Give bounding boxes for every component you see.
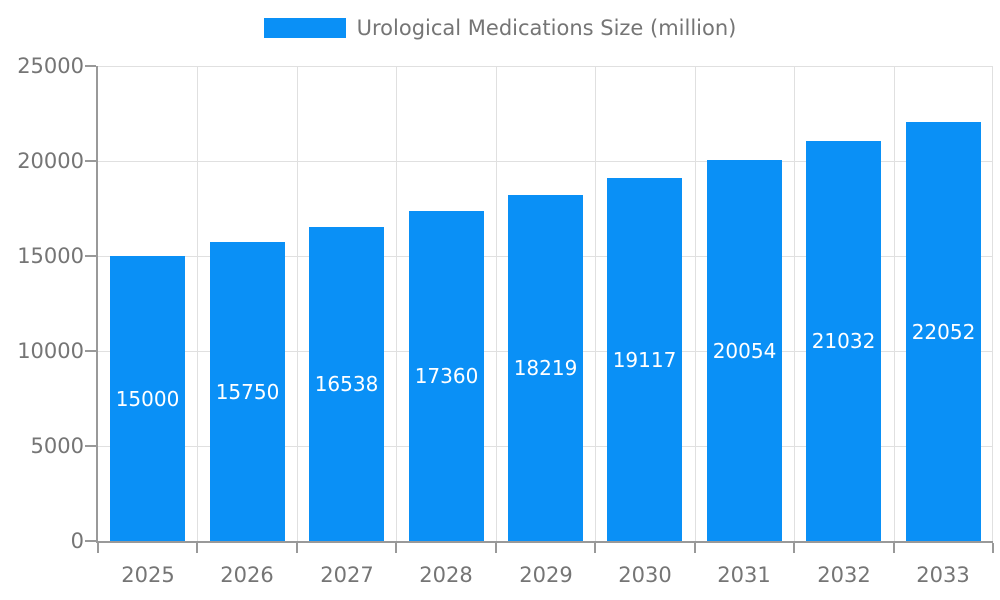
x-axis-tick [594,543,596,553]
x-axis-tick [296,543,298,553]
x-axis-tick-label: 2028 [419,563,473,587]
gridline-vertical [894,66,895,541]
x-axis-tick [992,543,994,553]
bar-2033[interactable]: 22052 [906,122,981,541]
gridline-vertical [992,66,993,541]
bar-value-label: 15750 [215,379,280,404]
y-axis-tick [85,255,96,257]
bar-2026[interactable]: 15750 [210,242,285,541]
bar-2027[interactable]: 16538 [309,227,384,541]
bar-2032[interactable]: 21032 [806,141,881,541]
bar-value-label: 21032 [811,329,876,353]
legend-label: Urological Medications Size (million) [356,16,737,40]
x-axis-tick-label: 2025 [121,563,175,587]
gridline-horizontal [98,161,993,162]
y-axis-tick [85,540,96,542]
y-axis-tick-label: 0 [70,529,84,553]
gridline-vertical [396,66,397,541]
plot-area: 15000 15750 16538 17360 18219 19117 20054 21032… [98,66,993,541]
y-axis-tick [85,65,96,67]
bar-value-label: 22052 [911,319,976,344]
x-axis-tick-label: 2027 [320,563,374,587]
gridline-vertical [595,66,596,541]
x-axis-tick [196,543,198,553]
x-axis-tick [694,543,696,553]
y-axis-tick [85,160,96,162]
bar-2025[interactable]: 15000 [110,256,185,541]
bar-2029[interactable]: 18219 [508,195,583,541]
x-axis-tick-label: 2026 [220,563,274,587]
x-axis-tick-label: 2029 [519,563,573,587]
x-axis-tick [395,543,397,553]
bar-2031[interactable]: 20054 [707,160,782,541]
bar-2030[interactable]: 19117 [607,178,682,541]
gridline-vertical [794,66,795,541]
bar-value-label: 19117 [612,347,677,372]
x-axis-tick-label: 2032 [817,563,871,587]
y-axis-line [96,66,98,543]
y-axis-tick-label: 25000 [17,54,84,78]
y-axis-tick-label: 15000 [17,244,84,268]
gridline-vertical [695,66,696,541]
bar-value-label: 16538 [314,372,379,396]
y-axis-tick-label: 20000 [17,149,84,173]
bar-value-label: 17360 [414,364,479,388]
x-axis-tick [893,543,895,553]
y-axis-tick-label: 5000 [30,434,84,458]
x-axis-tick [97,543,99,553]
chart-legend[interactable]: Urological Medications Size (million) [0,16,1000,40]
x-axis-tick-label: 2030 [618,563,672,587]
y-axis-tick [85,350,96,352]
bar-value-label: 15000 [115,386,180,411]
x-axis-line [96,541,993,543]
bar-value-label: 18219 [513,356,578,380]
y-axis-tick [85,445,96,447]
x-axis-tick-label: 2033 [916,563,970,587]
x-axis-tick [793,543,795,553]
gridline-vertical [496,66,497,541]
gridline-horizontal [98,66,993,67]
x-axis-tick-label: 2031 [717,563,771,587]
y-axis-tick-label: 10000 [17,339,84,363]
gridline-vertical [297,66,298,541]
bar-value-label: 20054 [712,338,777,363]
gridline-vertical [197,66,198,541]
bar-2028[interactable]: 17360 [409,211,484,541]
legend-swatch [263,18,346,38]
x-axis-tick [495,543,497,553]
